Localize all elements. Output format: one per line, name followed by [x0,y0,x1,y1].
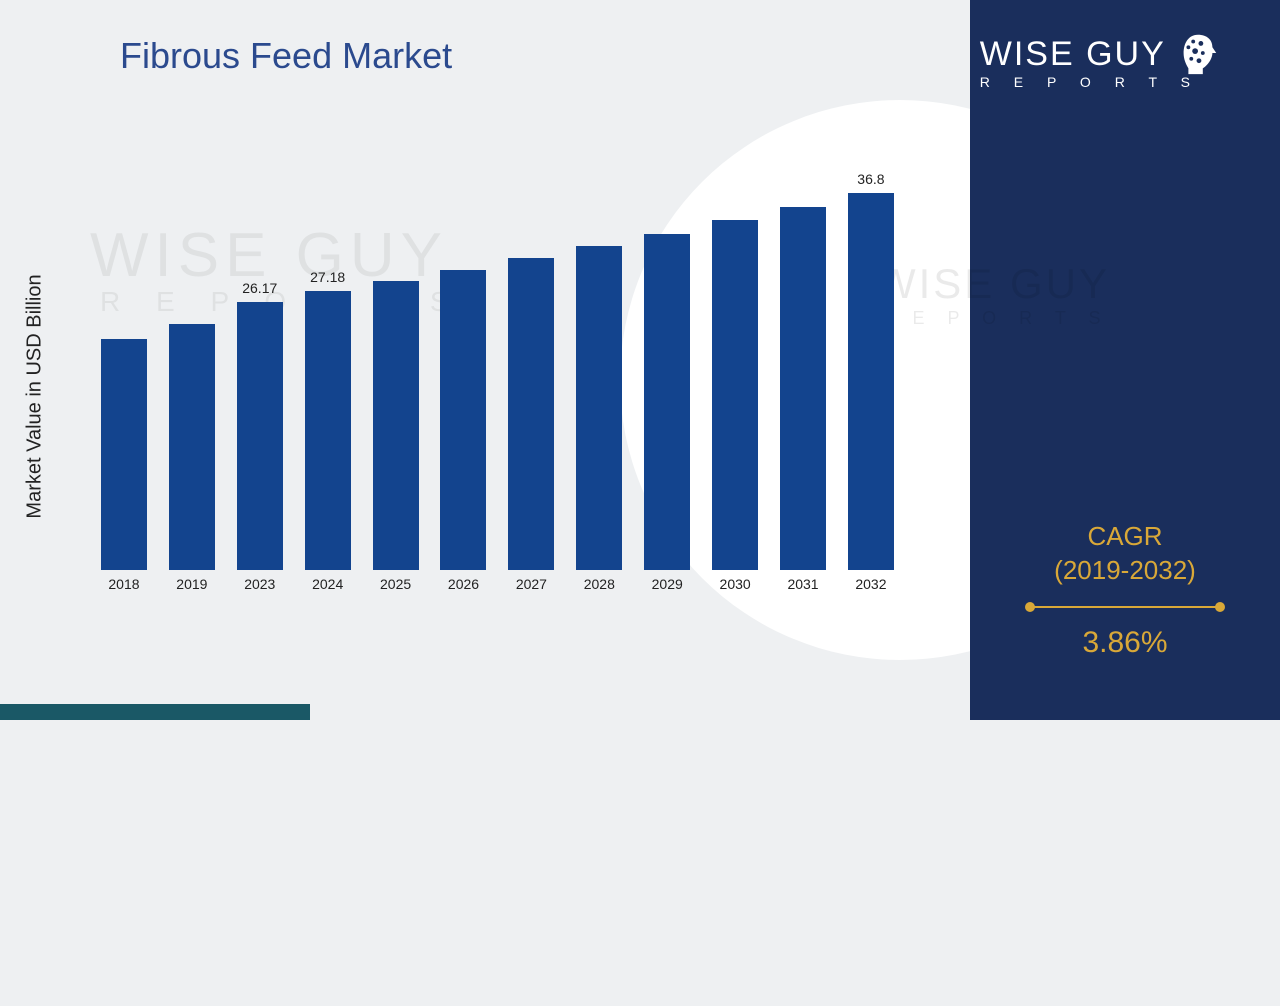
footer-bar [0,704,310,720]
x-tick-label: 2027 [501,576,561,1006]
x-tick-label: 2028 [569,576,629,1006]
chart-title: Fibrous Feed Market [120,35,452,77]
chart-container: Market Value in USD Billion 26.1727.1836… [55,160,905,610]
x-tick-label: 2031 [773,576,833,1006]
logo-head-icon [1174,30,1222,78]
cagr-block: CAGR (2019-2032) 3.86% [970,520,1280,660]
x-tick-label: 2025 [366,576,426,1006]
cagr-label: CAGR [1087,521,1162,551]
x-tick-label: 2030 [705,576,765,1006]
x-axis-ticks: 2018201920232024202520262027202820292030… [90,160,905,590]
cagr-title: CAGR (2019-2032) [970,520,1280,588]
x-tick-label: 2032 [841,576,901,1006]
cagr-value: 3.86% [970,626,1280,660]
logo-text-sub: R E P O R T S [980,74,1200,90]
watermark-circle: WISE GUY R E P O R T S [876,260,1110,329]
x-tick-label: 2024 [298,576,358,1006]
x-tick-label: 2019 [162,576,222,1006]
x-tick-label: 2023 [230,576,290,1006]
brand-logo: WISE GUY R E P O R T S [980,30,1250,90]
x-tick-label: 2029 [637,576,697,1006]
x-tick-label: 2026 [433,576,493,1006]
y-axis-label: Market Value in USD Billion [24,274,47,518]
x-tick-label: 2018 [94,576,154,1006]
cagr-divider [1030,606,1220,608]
cagr-period: (2019-2032) [1054,555,1196,585]
logo-text-main: WISE GUY [980,35,1166,74]
